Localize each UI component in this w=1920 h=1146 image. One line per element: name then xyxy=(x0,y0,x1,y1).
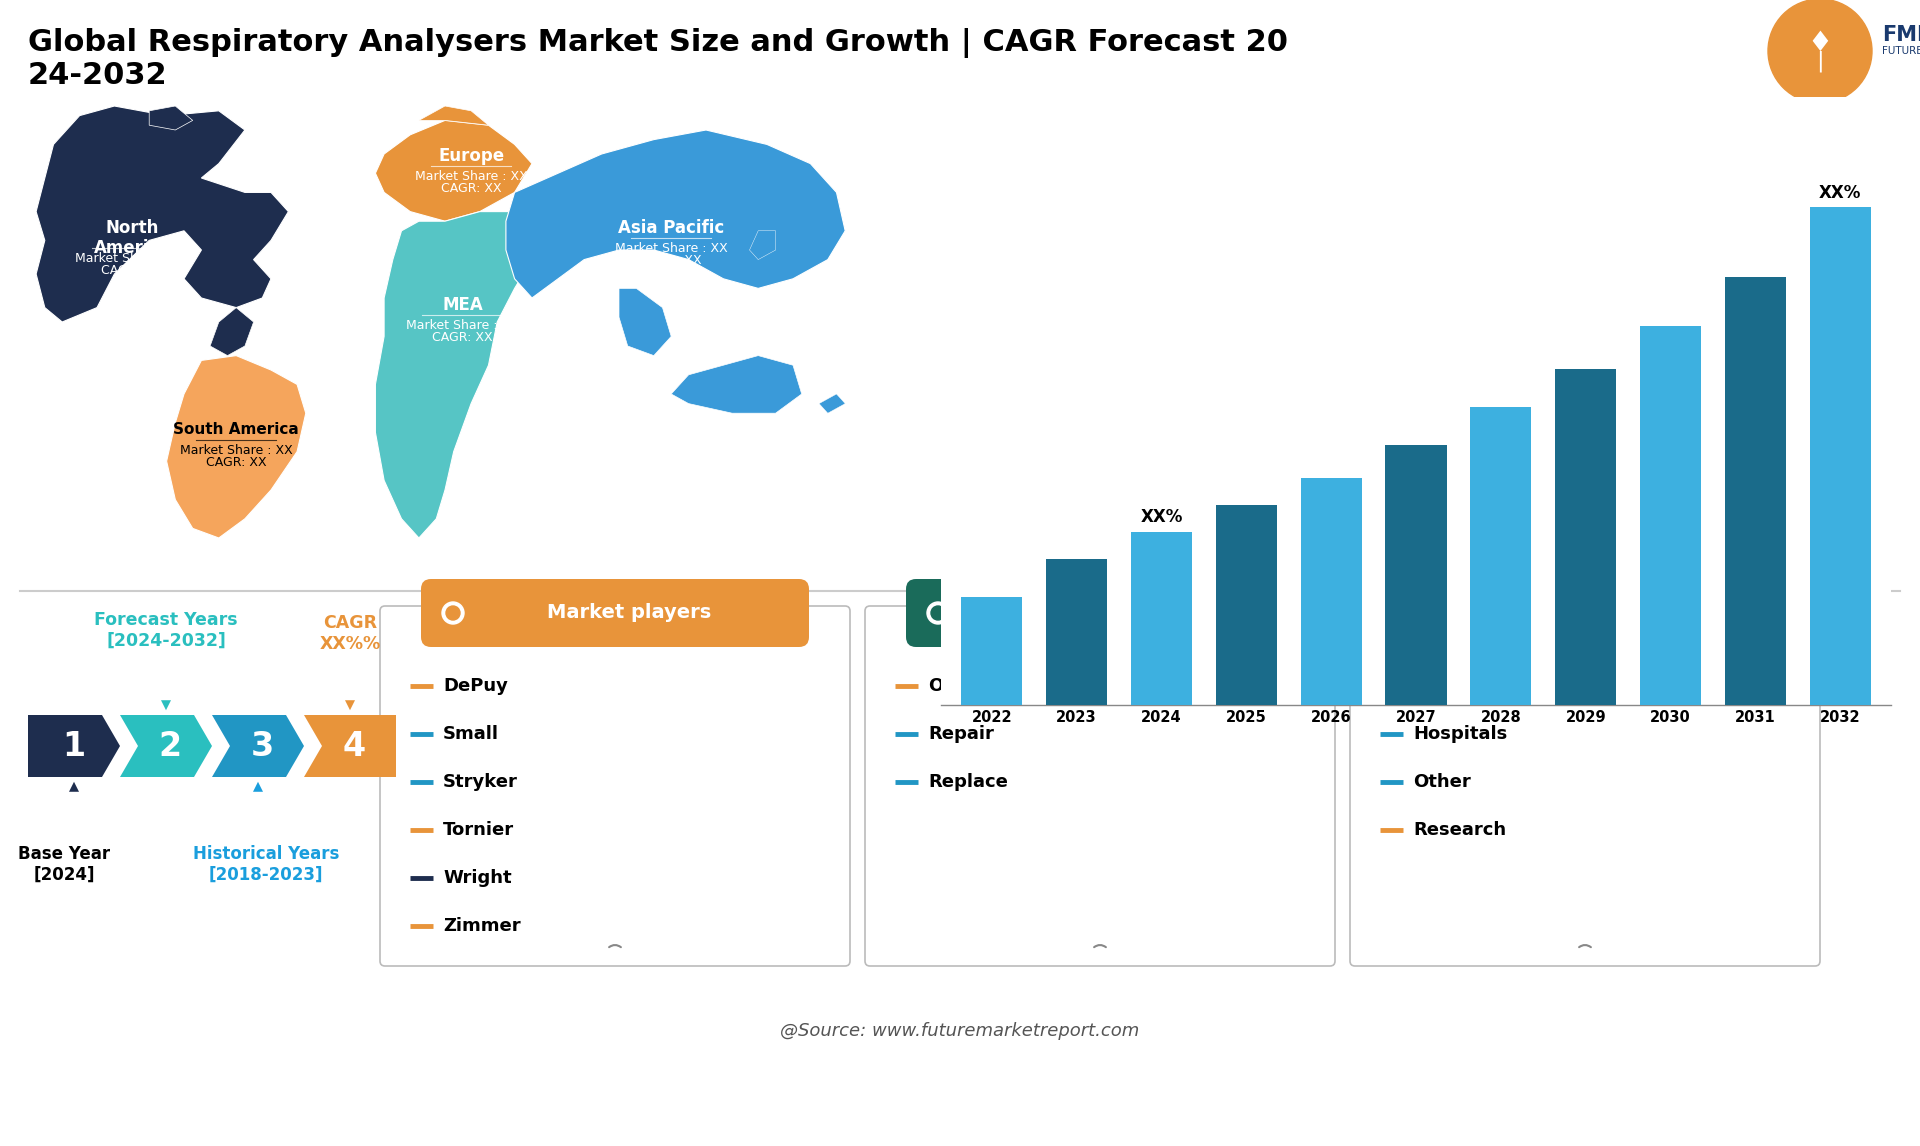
Bar xyxy=(1811,207,1870,705)
Text: CAGR
XX%%: CAGR XX%% xyxy=(319,614,380,653)
Text: Historical Years
[2018-2023]: Historical Years [2018-2023] xyxy=(192,845,340,884)
Circle shape xyxy=(1768,0,1872,103)
Text: North
America: North America xyxy=(94,219,171,258)
Polygon shape xyxy=(749,230,776,260)
Text: XX%: XX% xyxy=(1818,183,1862,202)
Text: CAGR: XX: CAGR: XX xyxy=(432,331,493,344)
Circle shape xyxy=(931,606,945,620)
Text: Forecast Years
[2024-2032]: Forecast Years [2024-2032] xyxy=(94,611,238,650)
Polygon shape xyxy=(376,120,532,221)
Circle shape xyxy=(1417,606,1430,620)
Text: Market Share : XX: Market Share : XX xyxy=(75,251,188,265)
Circle shape xyxy=(927,602,948,625)
Circle shape xyxy=(1411,602,1434,625)
Text: 2: 2 xyxy=(159,730,182,762)
FancyBboxPatch shape xyxy=(866,606,1334,966)
Text: FMR: FMR xyxy=(1882,25,1920,45)
Text: |: | xyxy=(1816,50,1824,72)
Text: Market Share : XX: Market Share : XX xyxy=(405,319,518,331)
Bar xyxy=(1471,407,1532,705)
Circle shape xyxy=(442,602,465,625)
Circle shape xyxy=(445,606,461,620)
Text: ♦: ♦ xyxy=(1807,29,1832,57)
Bar xyxy=(1386,445,1446,705)
FancyBboxPatch shape xyxy=(380,606,851,966)
Text: Global Respiratory Analysers Market Size and Growth | CAGR Forecast 20: Global Respiratory Analysers Market Size… xyxy=(29,28,1288,58)
Bar xyxy=(1300,478,1361,705)
FancyBboxPatch shape xyxy=(1350,606,1820,966)
Text: MEA: MEA xyxy=(442,296,482,314)
Text: Market Share : XX: Market Share : XX xyxy=(180,444,292,456)
Text: South America: South America xyxy=(173,423,300,438)
Polygon shape xyxy=(419,105,488,125)
Polygon shape xyxy=(505,129,845,298)
Polygon shape xyxy=(36,105,288,322)
Polygon shape xyxy=(29,715,119,777)
Polygon shape xyxy=(672,355,803,414)
Polygon shape xyxy=(209,307,253,355)
Text: Replace: Replace xyxy=(927,774,1008,791)
Text: 3: 3 xyxy=(250,730,275,762)
Text: XX%: XX% xyxy=(1140,508,1183,526)
Polygon shape xyxy=(119,715,211,777)
Text: Hospitals: Hospitals xyxy=(1413,725,1507,743)
Text: Stryker: Stryker xyxy=(444,774,518,791)
Text: Base Year
[2024]: Base Year [2024] xyxy=(17,845,109,884)
Text: Market Share : XX: Market Share : XX xyxy=(415,170,528,183)
Text: 4: 4 xyxy=(342,730,365,762)
Text: By application: By application xyxy=(1521,604,1678,622)
Bar xyxy=(1215,504,1277,705)
Text: Clinics: Clinics xyxy=(1413,677,1478,694)
Text: By type: By type xyxy=(1071,604,1156,622)
Text: Research: Research xyxy=(1413,821,1505,839)
Text: Respiratory Analysers
Market Size Growth In
Bln or Mln: Respiratory Analysers Market Size Growth… xyxy=(960,116,1290,202)
Text: Other: Other xyxy=(1413,774,1471,791)
Text: Asia Pacific: Asia Pacific xyxy=(618,219,724,237)
Text: DePuy: DePuy xyxy=(444,677,509,694)
Polygon shape xyxy=(376,212,541,537)
Text: 24-2032: 24-2032 xyxy=(29,61,167,91)
Text: Small: Small xyxy=(444,725,499,743)
Bar xyxy=(1046,559,1108,705)
Text: CAGR: XX: CAGR: XX xyxy=(205,455,267,469)
Text: Europe: Europe xyxy=(438,148,505,165)
Bar xyxy=(962,597,1021,705)
Text: CAGR: XX: CAGR: XX xyxy=(442,182,501,195)
FancyBboxPatch shape xyxy=(420,579,808,647)
Text: Zimmer: Zimmer xyxy=(444,917,520,935)
Polygon shape xyxy=(820,394,845,414)
Text: Wright: Wright xyxy=(444,869,511,887)
Polygon shape xyxy=(618,289,672,355)
Bar xyxy=(1724,277,1786,705)
FancyBboxPatch shape xyxy=(1390,579,1780,647)
Bar xyxy=(1640,325,1701,705)
Text: FUTURE MARKET REPORT: FUTURE MARKET REPORT xyxy=(1882,46,1920,56)
Text: Tornier: Tornier xyxy=(444,821,515,839)
Bar xyxy=(1131,532,1192,705)
Text: Market players: Market players xyxy=(547,604,710,622)
Text: CAGR: XX: CAGR: XX xyxy=(102,264,161,276)
Polygon shape xyxy=(150,105,192,129)
Text: Other: Other xyxy=(927,677,985,694)
Polygon shape xyxy=(167,355,305,537)
Text: 1: 1 xyxy=(63,730,86,762)
Polygon shape xyxy=(303,715,396,777)
FancyBboxPatch shape xyxy=(906,579,1294,647)
Bar xyxy=(1555,369,1617,705)
Polygon shape xyxy=(211,715,303,777)
Text: Market Share : XX: Market Share : XX xyxy=(614,242,728,254)
Text: CAGR: XX: CAGR: XX xyxy=(641,254,701,267)
Text: Repair: Repair xyxy=(927,725,995,743)
Text: @Source: www.futuremarketreport.com: @Source: www.futuremarketreport.com xyxy=(780,1022,1140,1041)
